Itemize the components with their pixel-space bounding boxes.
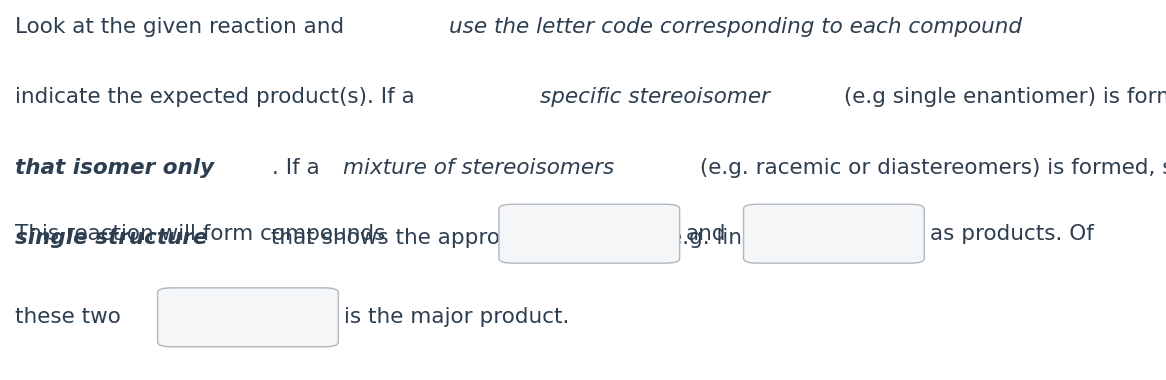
Text: single structure: single structure bbox=[15, 228, 208, 248]
Text: indicate the expected product(s). If a: indicate the expected product(s). If a bbox=[15, 87, 422, 108]
Text: that isomer only: that isomer only bbox=[15, 158, 215, 178]
Text: mixture of stereoisomers: mixture of stereoisomers bbox=[343, 158, 613, 178]
Text: (e.g single enantiomer) is formed, select: (e.g single enantiomer) is formed, selec… bbox=[837, 87, 1166, 108]
Text: . If a: . If a bbox=[272, 158, 326, 178]
FancyBboxPatch shape bbox=[499, 204, 680, 263]
Text: is the major product.: is the major product. bbox=[344, 307, 569, 327]
Text: Look at the given reaction and: Look at the given reaction and bbox=[15, 17, 351, 37]
Text: This reaction will form compounds: This reaction will form compounds bbox=[15, 224, 386, 244]
Text: specific stereoisomer: specific stereoisomer bbox=[540, 87, 770, 108]
Text: and: and bbox=[686, 224, 726, 244]
Text: that shows the appropriate mixture (e.g. lines not dashes).: that shows the appropriate mixture (e.g.… bbox=[264, 228, 907, 248]
FancyBboxPatch shape bbox=[744, 204, 925, 263]
Text: these two: these two bbox=[15, 307, 121, 327]
Text: as products. Of: as products. Of bbox=[930, 224, 1094, 244]
Text: use the letter code corresponding to each compound: use the letter code corresponding to eac… bbox=[449, 17, 1021, 37]
Text: (e.g. racemic or diastereomers) is formed, select: (e.g. racemic or diastereomers) is forme… bbox=[693, 158, 1166, 178]
FancyBboxPatch shape bbox=[157, 288, 338, 347]
